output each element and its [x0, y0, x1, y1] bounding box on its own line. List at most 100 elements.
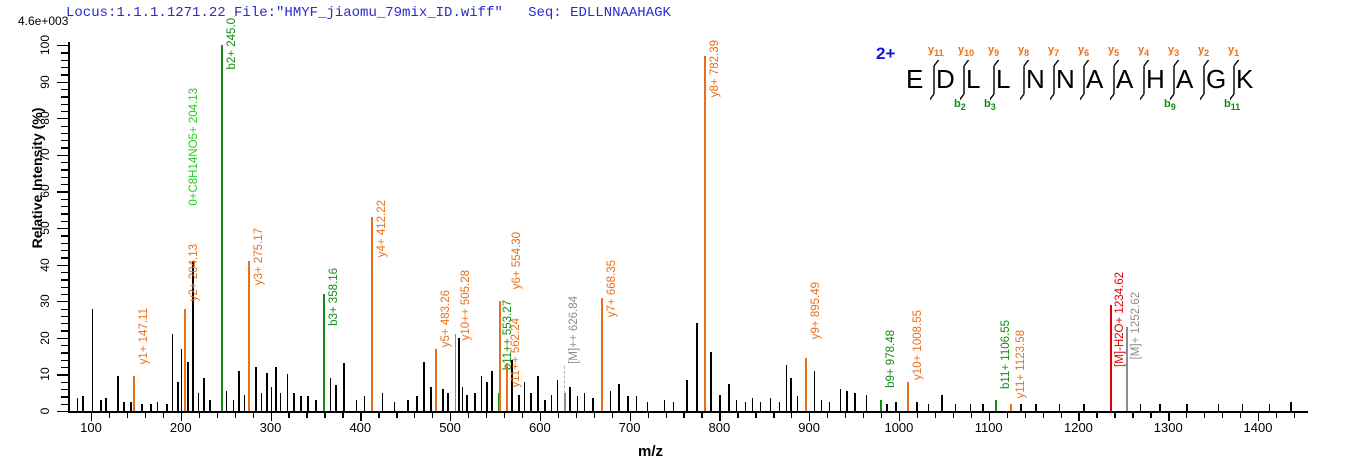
- y-axis-minor-tick: [61, 352, 68, 354]
- spectrum-peak: [270, 387, 273, 411]
- x-axis-minor-tick: [1132, 412, 1134, 418]
- spectrum-peak: [1186, 403, 1188, 411]
- x-axis-minor-tick: [557, 412, 560, 418]
- spectrum-peak: [710, 352, 712, 411]
- x-axis-minor-tick: [934, 412, 937, 418]
- b-ion-label: b2: [954, 98, 966, 113]
- x-axis-major-tick: [91, 412, 93, 421]
- y-axis-tick-label: 40: [38, 257, 52, 272]
- x-axis-minor-tick: [1060, 412, 1062, 418]
- spectrum-peak: [123, 401, 125, 411]
- spectrum-peak: [790, 378, 792, 411]
- x-axis-tick-label: 700: [618, 420, 641, 435]
- spectrum-peak: [778, 401, 781, 411]
- spectrum-peak: [141, 403, 143, 411]
- y-axis-minor-tick: [61, 132, 68, 135]
- x-axis-minor-tick: [1275, 412, 1278, 418]
- peak-label: b9+ 978.48: [884, 330, 897, 388]
- spectrum-peak-labeled: [133, 376, 136, 411]
- y-axis-minor-tick: [61, 198, 68, 201]
- intensity-scale-label: 4.6e+003: [18, 14, 69, 28]
- spectrum-peak: [343, 363, 345, 411]
- peak-label: b2+ 245.0: [226, 18, 239, 70]
- x-axis-major-tick: [270, 412, 272, 421]
- y-axis-minor-tick: [61, 323, 68, 325]
- spectrum-peak: [591, 398, 594, 411]
- x-axis-major-tick: [719, 412, 721, 421]
- spectrum-peak: [177, 381, 179, 411]
- y-axis-minor-tick: [61, 220, 68, 222]
- spectrum-peak: [915, 401, 918, 411]
- x-axis-minor-tick: [1042, 412, 1044, 418]
- spectrum-peak: [796, 396, 799, 411]
- peak-label: [M]-H2O+ 1234.62: [1113, 272, 1126, 367]
- fragment-break-mark: [1230, 60, 1240, 101]
- spectrum-peak: [255, 367, 257, 411]
- x-axis-minor-tick: [1293, 412, 1296, 418]
- fragment-break-mark: [1170, 60, 1180, 101]
- y-axis-minor-tick: [61, 286, 68, 288]
- spectrum-peak: [300, 396, 302, 411]
- spectrum-peak: [447, 392, 449, 411]
- peak-label: [M]+ 1252.62: [1129, 292, 1142, 360]
- spectrum-peak: [686, 379, 688, 411]
- spectrum-peak: [523, 381, 526, 411]
- y-axis-minor-tick: [61, 381, 68, 384]
- x-axis-minor-tick: [485, 412, 488, 418]
- x-axis-minor-tick: [108, 412, 111, 418]
- x-axis-minor-tick: [683, 412, 685, 418]
- x-axis-minor-tick: [755, 412, 757, 418]
- x-axis-tick-label: 900: [798, 420, 820, 435]
- spectrum-peak: [865, 394, 868, 411]
- spectrum-peak: [458, 337, 460, 411]
- spectrum-peak: [187, 361, 189, 411]
- spectrum-peak: [556, 379, 559, 411]
- y-axis-minor-tick: [61, 213, 68, 215]
- x-axis-tick-label: 1200: [1063, 420, 1093, 435]
- spectrum-peak: [1290, 401, 1292, 411]
- spectrum-peak-labeled: [498, 301, 501, 411]
- spectrum-peak: [537, 376, 539, 411]
- y-axis-minor-tick: [61, 249, 68, 252]
- x-axis-minor-tick: [432, 412, 434, 418]
- spectrum-peak: [355, 400, 358, 411]
- y-axis-minor-tick: [61, 257, 68, 259]
- spectrum-peak-labeled: [994, 400, 997, 411]
- spectrum-peak: [209, 400, 212, 411]
- spectrum-peak: [511, 359, 513, 411]
- y-ion-label: y3: [1168, 44, 1180, 59]
- y-axis-minor-tick: [61, 330, 68, 332]
- sequence-residue: A: [1176, 64, 1194, 94]
- spectrum-peak: [518, 394, 520, 411]
- spectrum-peak: [423, 361, 425, 411]
- x-axis-line: [68, 411, 1308, 413]
- spectrum-peak-labeled: [1009, 403, 1013, 411]
- peak-label: y6+ 554.30: [510, 232, 523, 290]
- x-axis-minor-tick: [1006, 412, 1008, 418]
- y-axis-minor-tick: [61, 389, 68, 391]
- x-axis-minor-tick: [827, 412, 829, 418]
- spectrum-peak: [895, 401, 897, 411]
- b-ion-label: b11: [1224, 98, 1241, 113]
- sequence-residue: L: [966, 64, 981, 94]
- spectrum-peak: [550, 394, 553, 411]
- y-axis-minor-tick: [61, 403, 68, 405]
- y-ion-label: y9: [988, 44, 1000, 59]
- y-axis-tick-label: 70: [38, 148, 52, 162]
- spectrum-peak: [719, 394, 721, 411]
- spectrum-peak: [225, 390, 228, 411]
- y-axis-minor-tick: [61, 125, 68, 127]
- y-axis-tick-label: 60: [38, 184, 52, 199]
- peak-label: y2+ 204.13: [188, 244, 201, 302]
- spectrum-peak: [156, 401, 159, 411]
- y-axis-minor-tick: [61, 235, 68, 237]
- y-axis-line: [68, 42, 70, 412]
- y-axis-minor-tick: [61, 59, 68, 61]
- x-axis-minor-tick: [916, 412, 919, 418]
- x-axis-minor-tick: [791, 412, 793, 418]
- spectrum-peak: [82, 396, 84, 411]
- spectrum-peak: [461, 387, 464, 411]
- x-axis-major-tick: [1168, 412, 1170, 421]
- spectrum-peak: [759, 401, 762, 411]
